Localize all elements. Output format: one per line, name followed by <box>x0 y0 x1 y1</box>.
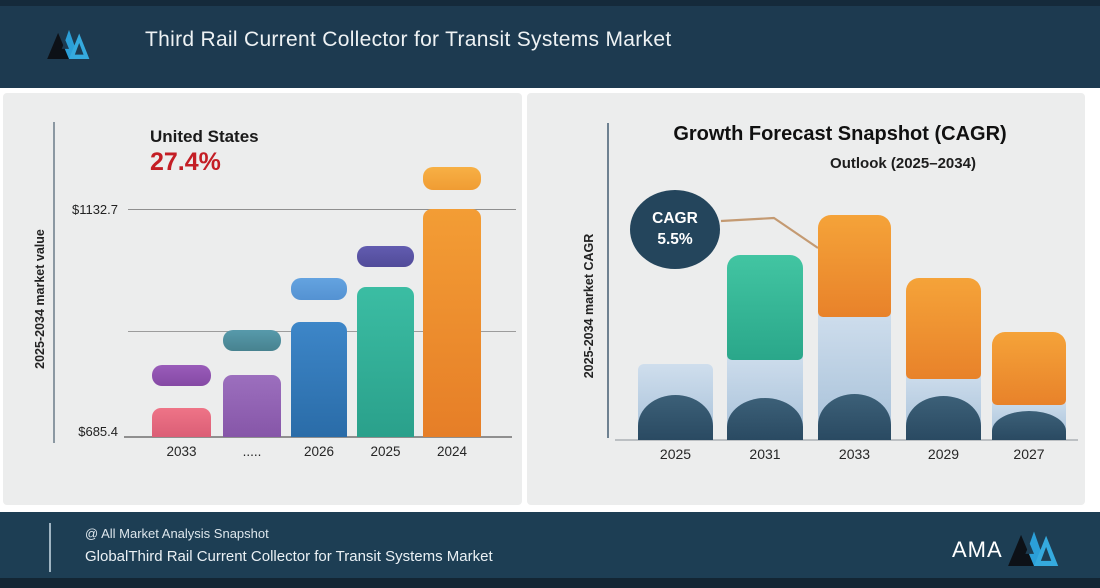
cagr-badge-value: 5.5% <box>657 230 693 248</box>
footer-bottom-strip <box>0 578 1100 588</box>
left-chart-highlight-value: 27.4% <box>150 148 221 176</box>
right-y-axis-label: 2025-2034 market CAGR <box>582 233 596 379</box>
cagr-connector-line <box>720 216 819 249</box>
cagr-badge-label: CAGR <box>652 209 698 227</box>
left-y-axis-label: 2025-2034 market value <box>33 229 47 369</box>
bar-value-annotation: 1132.7 <box>827 246 877 264</box>
footer-bar <box>0 512 1100 588</box>
footer-brand-text: AMA <box>952 537 1003 562</box>
header-bar: Third Rail Current Collector for Transit… <box>0 0 1100 88</box>
ama-logo-icon <box>47 29 90 59</box>
left-x-axis-line <box>124 436 512 438</box>
ama-logo-icon <box>1008 531 1059 566</box>
header-top-strip <box>0 0 1100 6</box>
right-x-axis-line <box>615 439 1078 441</box>
left-y-axis-line <box>53 122 55 443</box>
right-y-axis-line <box>607 123 609 438</box>
right-chart-title: Growth Forecast Snapshot (CAGR) <box>673 123 1007 145</box>
left-chart-panel <box>3 93 522 505</box>
right-chart-subtitle: Outlook (2025–2034) <box>830 155 976 172</box>
page-title: Third Rail Current Collector for Transit… <box>145 28 672 51</box>
footer-divider-line <box>49 523 51 572</box>
right-chart-panel <box>527 93 1085 505</box>
footer-report-title: GlobalThird Rail Current Collector for T… <box>85 548 493 565</box>
left-chart-region-title: United States <box>150 127 259 146</box>
cagr-badge: CAGR 5.5% <box>630 190 720 269</box>
footer-credit-text: @ All Market Analysis Snapshot <box>85 526 269 541</box>
